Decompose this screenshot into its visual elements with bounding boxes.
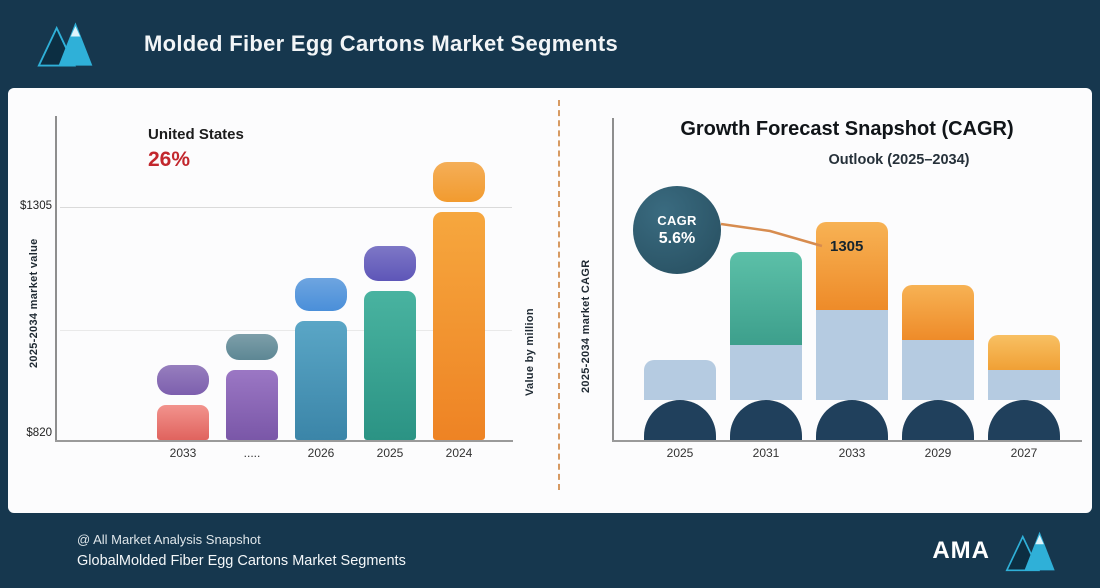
- bar-mid-segment: [644, 360, 716, 400]
- footer-report-title: GlobalMolded Fiber Egg Cartons Market Se…: [77, 553, 406, 569]
- x-tick-label: .....: [243, 446, 261, 460]
- x-tick-label: 2024: [445, 446, 473, 460]
- bar-cap: [226, 334, 278, 360]
- ama-logo-icon: [1005, 531, 1055, 571]
- y-tick-1305: $1305: [20, 200, 52, 212]
- right-chart-title: Growth Forecast Snapshot (CAGR): [680, 118, 1014, 140]
- panel-divider: [558, 100, 560, 490]
- bar-cap: [157, 365, 209, 395]
- header-bar: Molded Fiber Egg Cartons Market Segments: [0, 0, 1100, 88]
- bar: [157, 405, 209, 440]
- left-y-axis-line: [55, 116, 57, 440]
- bar-column-2033: [816, 222, 888, 440]
- bar-column-2027: [988, 335, 1060, 440]
- footer-bar: @ All Market Analysis Snapshot GlobalMol…: [0, 513, 1100, 588]
- value-by-million-label: Value by million: [524, 308, 536, 396]
- cagr-badge: CAGR 5.6%: [633, 186, 721, 274]
- left-bar-group: [157, 162, 485, 440]
- content-area: 2025-2034 market value United States 26%…: [8, 88, 1092, 513]
- left-x-axis-line: [55, 440, 513, 442]
- x-tick-label: 2031: [752, 446, 780, 460]
- bar-mid-segment: [988, 370, 1060, 400]
- bar-dome-segment: [902, 400, 974, 440]
- ama-logo-icon: [37, 22, 93, 67]
- right-bar-group: [644, 222, 1060, 440]
- right-x-axis-line: [612, 440, 1082, 442]
- bar-column-.....: [226, 334, 278, 440]
- page-title: Molded Fiber Egg Cartons Market Segments: [144, 31, 619, 56]
- right-x-tick-labels: 2025 2031 2033 2029 2027: [644, 446, 1060, 460]
- bar-dome-segment: [644, 400, 716, 440]
- bar-top-segment: [816, 222, 888, 310]
- bar-mid-segment: [902, 340, 974, 400]
- x-tick-label: 2026: [307, 446, 335, 460]
- growth-percentage: 26%: [148, 148, 191, 171]
- bar: [364, 291, 416, 440]
- bar-dome-segment: [988, 400, 1060, 440]
- x-tick-label: 2027: [1010, 446, 1038, 460]
- x-tick-label: 2025: [666, 446, 694, 460]
- brand-name: AMA: [932, 536, 990, 564]
- bar-column-2025: [644, 360, 716, 440]
- bar-cap: [295, 278, 347, 311]
- right-chart-subtitle: Outlook (2025–2034): [828, 152, 970, 168]
- cagr-badge-value: 5.6%: [658, 229, 696, 247]
- x-tick-label: 2029: [924, 446, 952, 460]
- bar-column-2025: [364, 246, 416, 440]
- bar-column-2031: [730, 252, 802, 440]
- left-x-tick-labels: 2033..... 2026 2025 2024: [157, 446, 485, 460]
- bar-cap: [433, 162, 485, 202]
- cagr-badge-label: CAGR: [657, 212, 697, 228]
- bar-dome-segment: [816, 400, 888, 440]
- left-y-axis-label: 2025-2034 market value: [28, 238, 40, 368]
- gridline-1305: [60, 207, 512, 208]
- x-tick-label: 2025: [376, 446, 404, 460]
- bar-dome-segment: [730, 400, 802, 440]
- bar: [226, 370, 278, 440]
- x-tick-label: 2033: [838, 446, 866, 460]
- footer-brand-block: AMA: [932, 530, 1060, 572]
- footer-tagline: @ All Market Analysis Snapshot: [77, 532, 261, 547]
- footer-text-block: @ All Market Analysis Snapshot GlobalMol…: [77, 532, 406, 569]
- peak-value-label: 1305: [830, 238, 864, 255]
- gridline-mid: [60, 330, 512, 331]
- bar-cap: [364, 246, 416, 281]
- bar-column-2033: [157, 365, 209, 440]
- bar-top-segment: [730, 252, 802, 345]
- bar-top-segment: [902, 285, 974, 340]
- right-y-axis-label: 2025-2034 market CAGR: [580, 259, 592, 393]
- bar-mid-segment: [730, 345, 802, 400]
- bar-top-segment: [988, 335, 1060, 370]
- bar-column-2024: [433, 162, 485, 440]
- bar-mid-segment: [816, 310, 888, 400]
- y-tick-820: $820: [26, 427, 52, 439]
- bar: [295, 321, 347, 440]
- bar-column-2029: [902, 285, 974, 440]
- bar: [433, 212, 485, 440]
- x-tick-label: 2033: [169, 446, 197, 460]
- bar-column-2026: [295, 278, 347, 440]
- region-label: United States: [148, 126, 244, 143]
- right-y-axis-line: [612, 118, 614, 440]
